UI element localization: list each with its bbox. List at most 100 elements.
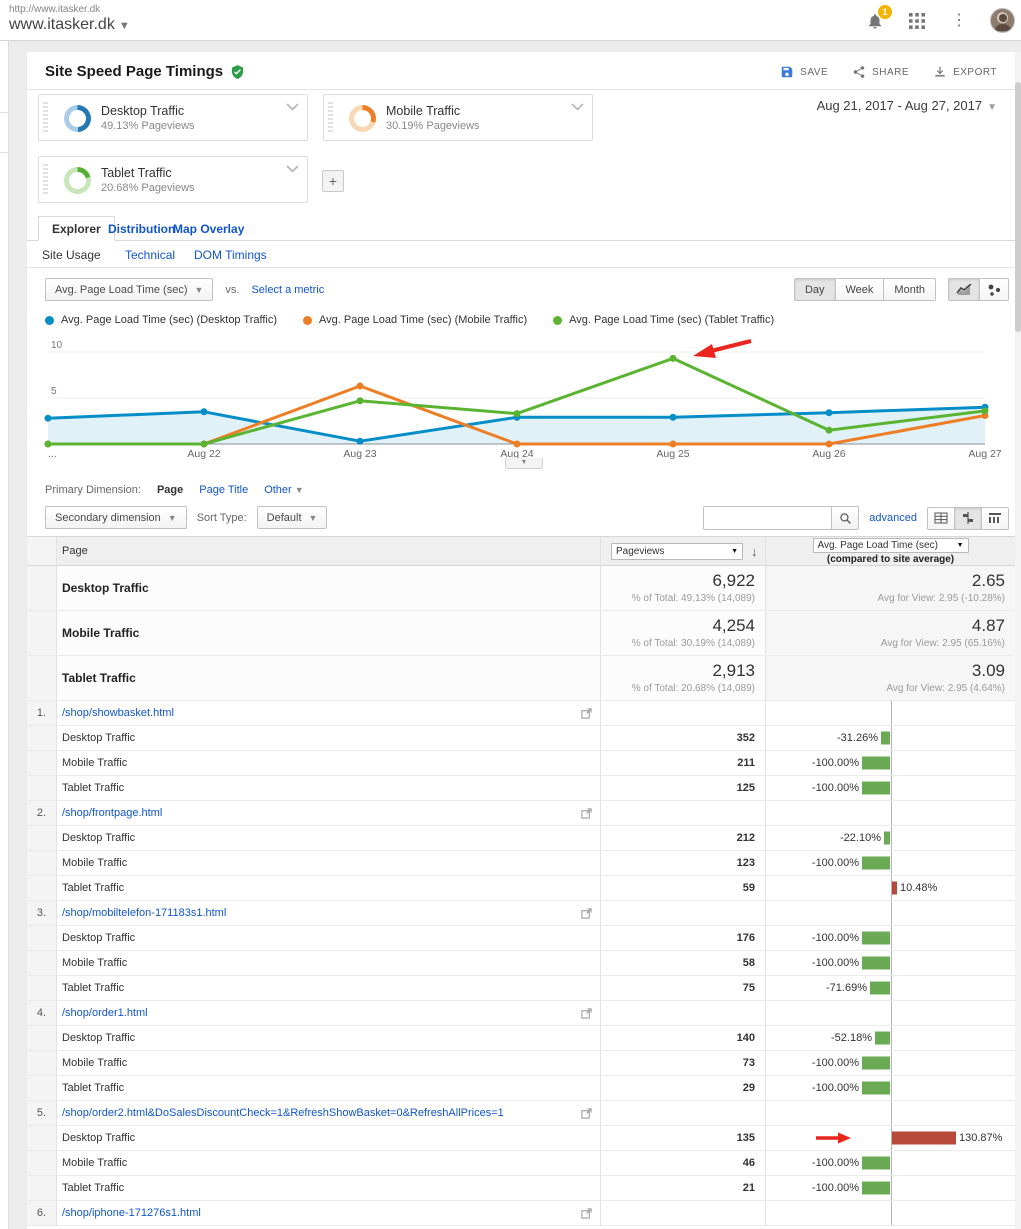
open-page-external-icon[interactable] [581, 807, 592, 819]
comparison-cell: -52.18% [765, 1026, 1015, 1050]
segment-card-tablet[interactable]: Tablet Traffic 20.68% Pageviews [38, 156, 308, 203]
search-button[interactable] [831, 506, 860, 530]
pivot-icon [989, 513, 1001, 523]
desktop-donut-chart [64, 105, 91, 132]
page-url-row: 3. /shop/mobiltelefon-171183s1.html [27, 901, 1015, 926]
mobile-donut-chart [349, 105, 376, 132]
collapsed-nav-rail[interactable] [0, 41, 9, 1229]
page-url-link[interactable]: /shop/order1.html [62, 1007, 148, 1019]
page-url-link[interactable]: /shop/iphone-171276s1.html [62, 1207, 201, 1219]
line-chart-view-button[interactable] [948, 278, 980, 301]
vs-label: vs. [225, 283, 240, 296]
add-segment-button[interactable]: + [322, 170, 344, 192]
segment-card-desktop[interactable]: Desktop Traffic 49.13% Pageviews [38, 94, 308, 141]
segment-detail-row: Mobile Traffic 211 -100.00% [27, 751, 1015, 776]
pivot-view-button[interactable] [982, 506, 1009, 530]
summary-loadtime-cell: 4.87 Avg for View: 2.95 (65.16%) [765, 611, 1015, 655]
advanced-search-link[interactable]: advanced [869, 512, 917, 524]
dimension-other[interactable]: Other ▼ [264, 484, 304, 496]
sort-descending-icon[interactable]: ↓ [751, 543, 758, 559]
svg-text:...: ... [48, 448, 57, 460]
pageviews-subtext: % of Total: 49.13% (14,089) [631, 593, 755, 604]
pageviews-value: 75 [742, 982, 755, 994]
save-button[interactable]: SAVE [780, 65, 828, 79]
comparison-value: -52.18% [831, 1032, 872, 1044]
drag-handle[interactable] [43, 164, 48, 195]
granularity-week-button[interactable]: Week [835, 278, 885, 301]
select-metric-link[interactable]: Select a metric [251, 283, 325, 296]
table-view-button[interactable] [927, 506, 955, 530]
comparison-bars-icon [963, 512, 973, 524]
user-avatar[interactable] [990, 8, 1015, 33]
open-page-external-icon[interactable] [581, 1007, 592, 1019]
legend-dot [553, 315, 563, 325]
comparison-bar [862, 931, 890, 945]
share-button[interactable]: SHARE [852, 65, 909, 79]
notifications-bell-icon[interactable]: 1 [864, 4, 892, 32]
comparison-axis [891, 1051, 892, 1075]
subtab-technical[interactable]: Technical [125, 248, 176, 262]
comparison-value: -100.00% [811, 782, 859, 794]
pageviews-metric-select[interactable]: Pageviews ▼ [611, 542, 743, 560]
open-page-external-icon[interactable] [581, 1207, 592, 1219]
page-url-row: 5. /shop/order2.html&DoSalesDiscountCheck… [27, 1101, 1015, 1126]
row-number-cell: 2. [27, 801, 57, 825]
page-url-link[interactable]: /shop/mobiltelefon-171183s1.html [62, 907, 227, 919]
sort-type-button[interactable]: Default ▼ [256, 506, 328, 529]
apps-grid-icon[interactable] [906, 10, 928, 32]
legend-dot [45, 315, 54, 325]
chevron-down-icon: ▼ [294, 485, 304, 495]
motion-chart-view-button[interactable] [980, 278, 1009, 301]
comparison-value: -100.00% [811, 932, 859, 944]
search-input[interactable] [703, 506, 832, 530]
account-selector[interactable]: www.itasker.dk ▼ [9, 16, 130, 34]
subtab-dom-timings[interactable]: DOM Timings [194, 248, 267, 262]
comparison-view-button[interactable] [955, 506, 982, 530]
granularity-day-button[interactable]: Day [793, 278, 836, 301]
more-options-kebab-icon[interactable]: ⋮ [951, 11, 967, 29]
scrollbar-thumb[interactable] [1015, 82, 1021, 332]
date-range-selector[interactable]: Aug 21, 2017 - Aug 27, 2017 ▼ [816, 98, 997, 113]
segment-label: Desktop Traffic [62, 1032, 136, 1044]
tab-distribution[interactable]: Distribution [108, 221, 176, 236]
comparison-cell: -100.00% [765, 851, 1015, 875]
page-url-link[interactable]: /shop/order2.html&DoSalesDiscountCheck=1… [62, 1107, 504, 1119]
open-page-external-icon[interactable] [581, 1107, 592, 1119]
open-page-external-icon[interactable] [581, 907, 592, 919]
comparison-bar [862, 1181, 890, 1195]
dropdown-triangle-icon: ▼ [956, 541, 964, 549]
dimension-page-title[interactable]: Page Title [199, 484, 249, 496]
pageviews-value: 29 [742, 1082, 755, 1094]
chevron-down-icon[interactable] [571, 103, 584, 111]
dimension-page[interactable]: Page [156, 484, 184, 496]
subtab-site-usage[interactable]: Site Usage [42, 248, 101, 262]
summary-row: Mobile Traffic 4,254 % of Total: 30.19% (1… [27, 611, 1015, 656]
chart-collapse-button[interactable]: ▼ [505, 458, 543, 469]
chevron-down-icon[interactable] [286, 165, 299, 173]
tab-map-overlay[interactable]: Map Overlay [173, 221, 245, 236]
tab-explorer[interactable]: Explorer [38, 216, 115, 241]
page-url-link[interactable]: /shop/showbasket.html [62, 707, 174, 719]
pageviews-value: 6,922 [712, 571, 755, 590]
secondary-dimension-button[interactable]: Secondary dimension ▼ [45, 506, 187, 529]
chevron-down-icon[interactable] [286, 103, 299, 111]
metric-select-button[interactable]: Avg. Page Load Time (sec) ▼ [45, 278, 214, 301]
chart-controls: Avg. Page Load Time (sec) ▼ vs. Select a … [27, 278, 1021, 304]
comparison-axis [891, 801, 892, 825]
timeseries-chart[interactable]: 10 5... Aug 22 Aug 23 Aug 24 Aug 25 Aug 26 Aug … [27, 333, 1021, 471]
drag-handle[interactable] [43, 102, 48, 133]
segment-label: Desktop Traffic [62, 832, 136, 844]
export-button[interactable]: EXPORT [933, 65, 997, 79]
load-time-metric-select[interactable]: Avg. Page Load Time (sec) ▼ [812, 537, 969, 553]
scrollbar-track[interactable] [1015, 52, 1021, 1229]
drag-handle[interactable] [328, 102, 333, 133]
notification-badge: 1 [878, 4, 892, 19]
segment-card-mobile[interactable]: Mobile Traffic 30.19% Pageviews [323, 94, 593, 141]
segment-detail-row: Mobile Traffic 73 -100.00% [27, 1051, 1015, 1076]
pageviews-subtext: % of Total: 20.68% (14,089) [631, 683, 755, 694]
segment-detail-row: Tablet Traffic 29 -100.00% [27, 1076, 1015, 1101]
page-url-link[interactable]: /shop/frontpage.html [62, 807, 163, 819]
comparison-bar [881, 731, 890, 745]
granularity-month-button[interactable]: Month [884, 278, 936, 301]
open-page-external-icon[interactable] [581, 707, 592, 719]
